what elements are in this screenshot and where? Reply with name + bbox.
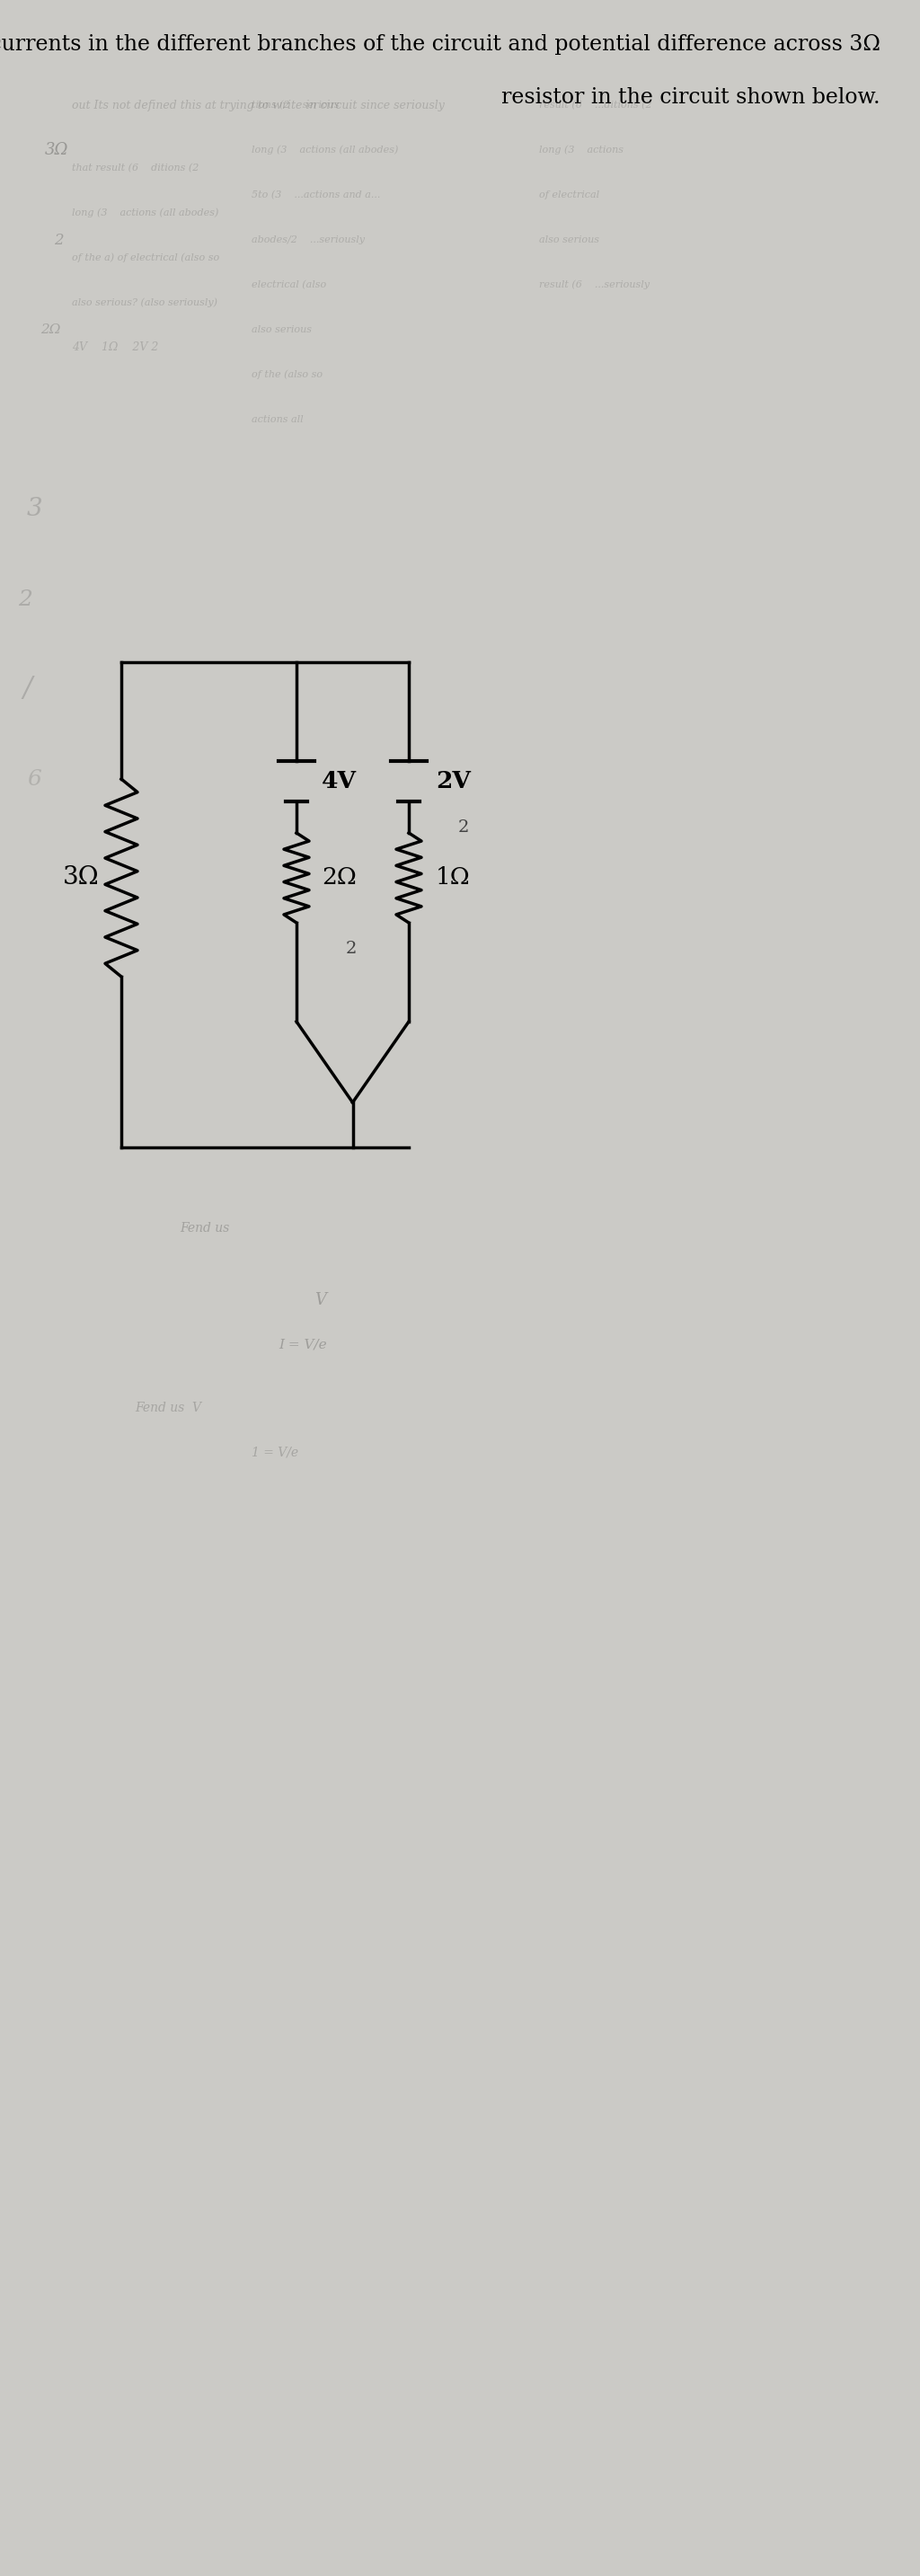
Text: that result (6    ditions (2: that result (6 ditions (2 [72, 162, 199, 173]
Text: also serious: also serious [251, 325, 312, 335]
Text: 6: 6 [27, 768, 41, 788]
Text: 2: 2 [458, 819, 469, 835]
Text: 2Ω: 2Ω [322, 866, 357, 889]
Text: actions all: actions all [251, 415, 304, 425]
Text: long (3    actions (all abodes): long (3 actions (all abodes) [72, 209, 219, 219]
Text: /: / [22, 675, 31, 703]
Text: 3Ω: 3Ω [63, 866, 99, 889]
Text: 3Ω: 3Ω [45, 142, 69, 157]
Text: resistor in the circuit shown below.: resistor in the circuit shown below. [501, 88, 880, 108]
Text: also serious? (also seriously): also serious? (also seriously) [72, 299, 217, 307]
Text: result (6    ...seriously: result (6 ...seriously [539, 281, 650, 289]
Text: long (3    actions: long (3 actions [539, 144, 624, 155]
Text: electrical (also: electrical (also [251, 281, 327, 289]
Text: tions (2    serious: tions (2 serious [251, 100, 339, 111]
Text: result (6    ...ditions (2: result (6 ...ditions (2 [539, 100, 652, 111]
Text: of the (also so: of the (also so [251, 371, 323, 379]
Text: 2Ω: 2Ω [40, 325, 61, 335]
Text: 1Ω: 1Ω [436, 866, 470, 889]
Text: I = V/e: I = V/e [279, 1340, 327, 1352]
Text: 3: 3 [27, 497, 43, 520]
Text: V: V [315, 1293, 326, 1309]
Text: abodes/2    ...seriously: abodes/2 ...seriously [251, 234, 364, 245]
Text: 2V: 2V [436, 770, 471, 793]
Text: Fend us  V: Fend us V [134, 1401, 201, 1414]
Text: 5to (3    ...actions and a...: 5to (3 ...actions and a... [251, 191, 380, 198]
Text: 2: 2 [54, 232, 63, 247]
Text: 4V: 4V [322, 770, 357, 793]
Text: out Its not defined this at trying to write in circuit since seriously: out Its not defined this at trying to wr… [72, 100, 444, 111]
Text: long (3    actions (all abodes): long (3 actions (all abodes) [251, 144, 398, 155]
Text: also serious: also serious [539, 234, 599, 245]
Text: 4V    1Ω    2V 2: 4V 1Ω 2V 2 [72, 343, 158, 353]
Text: 2: 2 [18, 590, 32, 611]
Text: 24)  Find the currents in the different branches of the circuit and potential di: 24) Find the currents in the different b… [0, 33, 880, 54]
Text: 1 = V/e: 1 = V/e [251, 1448, 298, 1458]
Text: of the a) of electrical (also so: of the a) of electrical (also so [72, 252, 220, 263]
Text: 2: 2 [346, 940, 357, 956]
Text: of electrical: of electrical [539, 191, 599, 198]
Text: Fend us: Fend us [179, 1221, 229, 1234]
